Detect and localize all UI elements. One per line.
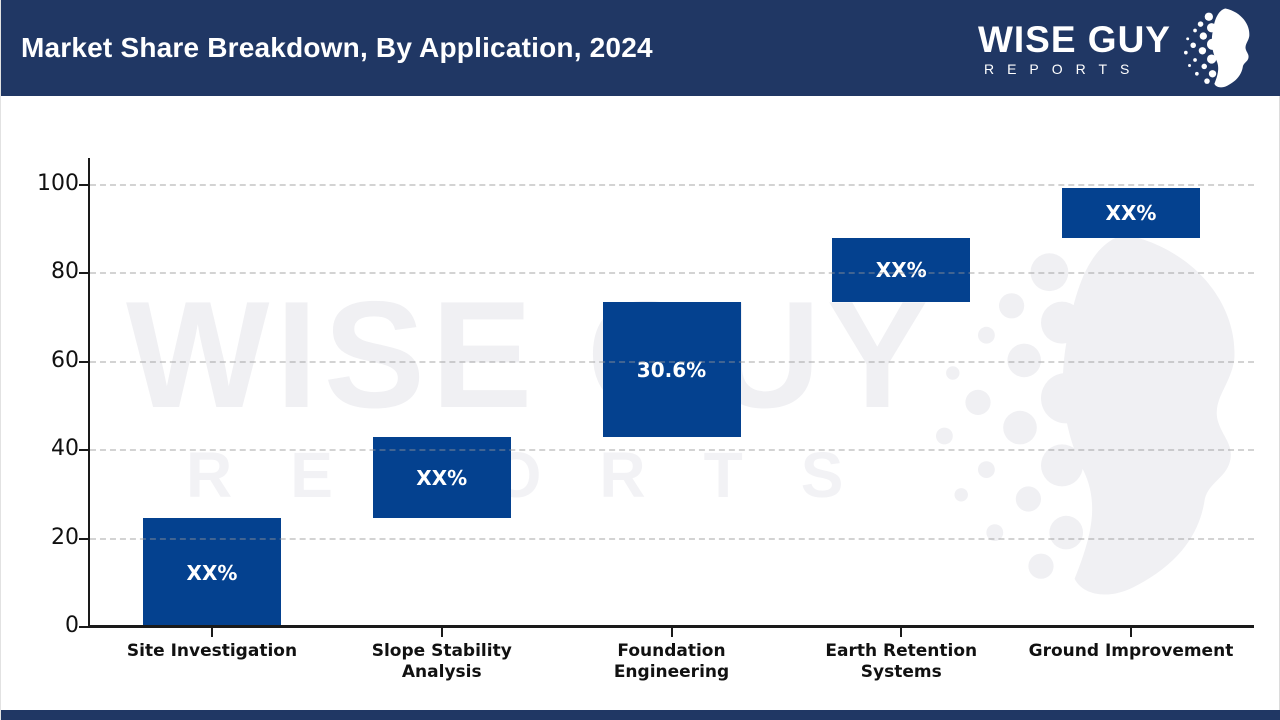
x-tick-mark-5 xyxy=(1130,628,1132,637)
gridline-y-40 xyxy=(90,449,1254,452)
y-tick-label-100: 100 xyxy=(37,171,79,196)
category-label-4: Earth Retention Systems xyxy=(825,641,978,683)
x-tick-mark-4 xyxy=(900,628,903,637)
bar-segment-4: XX% xyxy=(832,238,971,303)
logo-primary-text: WISE GUY xyxy=(977,18,1171,60)
x-axis-line xyxy=(88,625,1254,628)
category-label-3: Foundation Engineering xyxy=(613,641,730,683)
gridline-y-100 xyxy=(90,184,1254,186)
y-tick-mark-80 xyxy=(79,272,88,275)
logo-secondary-text: REPORTS xyxy=(983,60,1143,77)
y-tick-label-80: 80 xyxy=(51,259,79,285)
bar-segment-2: XX% xyxy=(372,437,511,519)
gridline-y-20 xyxy=(90,537,1254,540)
gridline-y-80 xyxy=(90,272,1254,275)
footer-bar xyxy=(1,710,1280,720)
y-tick-mark-20 xyxy=(79,537,88,540)
bar-value-label-4: XX% xyxy=(875,258,927,283)
y-axis-line xyxy=(88,158,90,628)
page-title: Market Share Breakdown, By Application, … xyxy=(21,32,653,63)
bar-segment-3: 30.6% xyxy=(602,302,741,438)
y-tick-label-0: 0 xyxy=(65,613,79,638)
gridline-y-60 xyxy=(90,360,1254,363)
category-label-1: Site Investigation xyxy=(126,641,298,661)
watermark-dotted-head xyxy=(936,234,1235,595)
bar-value-label-2: XX% xyxy=(416,465,468,490)
y-tick-mark-0 xyxy=(79,626,88,628)
y-tick-label-40: 40 xyxy=(51,436,79,462)
x-tick-mark-3 xyxy=(670,628,673,637)
bar-segment-5: XX% xyxy=(1062,187,1200,239)
bar-chart: 0 20 40 60 80 100 XX% Site Investigation XX% Slop… xyxy=(1,96,1280,710)
y-tick-mark-60 xyxy=(79,360,88,363)
watermark-text-reports: REPORTS xyxy=(186,439,902,511)
category-label-5: Ground Improvement xyxy=(1028,641,1234,661)
header-banner: Market Share Breakdown, By Application, … xyxy=(1,0,1280,96)
logo-text: WISE GUY REPORTS xyxy=(978,21,1171,76)
category-label-2: Slope Stability Analysis xyxy=(371,641,512,683)
y-tick-label-60: 60 xyxy=(51,347,79,373)
x-tick-mark-1 xyxy=(211,628,213,637)
bar-value-label-3: 30.6% xyxy=(636,357,707,382)
y-tick-label-20: 20 xyxy=(51,524,79,550)
y-tick-mark-100 xyxy=(79,184,88,186)
wise-guy-reports-logo: WISE GUY REPORTS xyxy=(978,6,1253,90)
y-tick-mark-40 xyxy=(79,449,88,452)
watermark-text-wise-guy: WISE GUY xyxy=(126,270,935,440)
bar-value-label-1: XX% xyxy=(186,560,238,585)
x-tick-mark-2 xyxy=(440,628,443,637)
dotted-head-icon xyxy=(1184,8,1250,88)
bar-value-label-5: XX% xyxy=(1105,200,1157,225)
bar-segment-1: XX% xyxy=(143,518,281,627)
